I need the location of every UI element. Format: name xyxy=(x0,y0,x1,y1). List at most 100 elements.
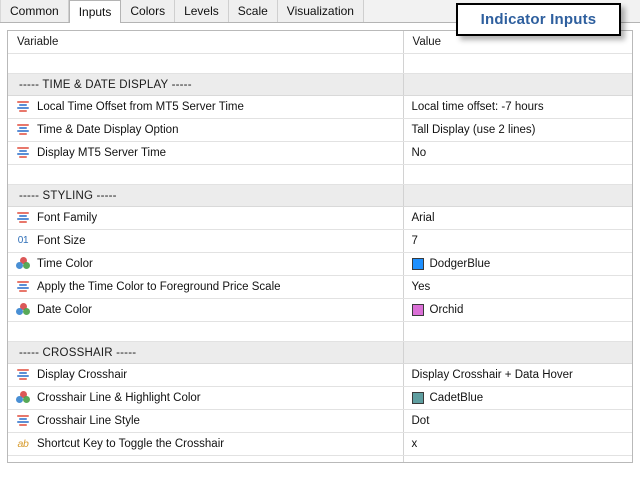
spacer-cell-variable xyxy=(8,321,404,342)
value-text: 7 xyxy=(411,235,418,247)
cell-variable[interactable]: Date Color xyxy=(8,298,404,322)
table-row[interactable]: 01 Font Size 7 xyxy=(8,229,632,253)
variable-label: Time Color xyxy=(37,258,93,270)
callout-indicator-inputs: Indicator Inputs xyxy=(456,3,621,36)
variable-label: Time & Date Display Option xyxy=(37,124,179,136)
table-row[interactable]: Date Color Orchid xyxy=(8,298,632,322)
table-row[interactable]: Crosshair Line & Highlight Color CadetBlu… xyxy=(8,386,632,410)
variable-label: Crosshair Line & Highlight Color xyxy=(37,392,201,404)
spacer-cell-variable xyxy=(8,164,404,185)
enum-icon xyxy=(16,280,30,294)
tab-inputs[interactable]: Inputs xyxy=(68,0,122,23)
column-header-value[interactable]: Value xyxy=(403,31,632,54)
section-header-cell: ----- TIME & DATE DISPLAY ----- xyxy=(8,73,404,96)
cell-value[interactable]: Dot xyxy=(403,409,633,433)
table-row[interactable]: ab Shortcut Key to Toggle the Crosshair x xyxy=(8,432,633,456)
table-header: Variable Value xyxy=(8,31,632,54)
color-icon xyxy=(16,257,30,271)
cell-variable[interactable]: Crosshair Line Style xyxy=(8,409,404,433)
table-row-spacer xyxy=(8,455,632,462)
cell-value[interactable]: Tall Display (use 2 lines) xyxy=(403,118,632,142)
value-text: Tall Display (use 2 lines) xyxy=(411,124,536,136)
table-row[interactable]: Apply the Time Color to Foreground Price… xyxy=(8,275,633,299)
cell-value[interactable]: No xyxy=(403,141,633,165)
section-header-label: ----- TIME & DATE DISPLAY ----- xyxy=(19,78,192,91)
value-cell-content: DodgerBlue xyxy=(404,253,633,275)
cell-variable[interactable]: Crosshair Line & Highlight Color xyxy=(8,386,404,410)
table-row[interactable]: Display MT5 Server Time No xyxy=(8,141,633,165)
variable-cell-content: ab Shortcut Key to Toggle the Crosshair xyxy=(8,433,402,455)
value-cell-content: Dot xyxy=(404,410,633,432)
value-text: Yes xyxy=(411,281,431,293)
table-row-spacer xyxy=(8,53,632,74)
cell-variable[interactable]: Display Crosshair xyxy=(8,363,404,387)
cell-value[interactable]: Display Crosshair + Data Hover xyxy=(403,363,632,387)
cell-value[interactable]: Orchid xyxy=(403,298,632,322)
tab-common[interactable]: Common xyxy=(0,0,69,22)
spacer-cell-value xyxy=(403,164,632,185)
section-header-cell: ----- STYLING ----- xyxy=(8,184,404,207)
cell-variable[interactable]: Font Family xyxy=(8,206,404,230)
enum-icon xyxy=(16,146,30,160)
value-cell-content: No xyxy=(404,142,633,164)
tab-colors[interactable]: Colors xyxy=(121,0,176,22)
cell-value[interactable]: CadetBlue xyxy=(403,386,632,410)
enum-icon xyxy=(16,368,30,382)
table-row[interactable]: Time Color DodgerBlue xyxy=(8,252,633,276)
cell-value[interactable]: 7 xyxy=(403,229,632,253)
spacer-cell-variable xyxy=(8,53,404,74)
table-row[interactable]: Font Family Arial xyxy=(8,206,632,230)
cell-variable[interactable]: ab Shortcut Key to Toggle the Crosshair xyxy=(8,432,404,456)
variable-label: Local Time Offset from MT5 Server Time xyxy=(37,101,244,113)
variable-label: Display MT5 Server Time xyxy=(37,147,167,159)
tab-levels[interactable]: Levels xyxy=(175,0,229,22)
column-header-variable-label: Variable xyxy=(17,36,59,48)
cell-value[interactable]: Local time offset: -7 hours xyxy=(403,95,632,119)
variable-label: Date Color xyxy=(37,304,92,316)
section-header-value-cell xyxy=(403,73,632,96)
cell-value[interactable]: Arial xyxy=(403,206,632,230)
section-header-label: ----- CROSSHAIR ----- xyxy=(19,346,137,359)
cell-value[interactable]: Yes xyxy=(403,275,633,299)
variable-label: Apply the Time Color to Foreground Price… xyxy=(37,281,281,293)
value-text: No xyxy=(411,147,427,159)
column-header-variable[interactable]: Variable xyxy=(8,31,404,54)
value-text: CadetBlue xyxy=(429,392,484,404)
table-body: ----- TIME & DATE DISPLAY ----- Local Tim… xyxy=(8,53,633,462)
variable-cell-content: Time Color xyxy=(8,253,402,275)
table-row[interactable]: Display Crosshair Display Crosshair + Dat… xyxy=(8,363,632,387)
variable-label: Display Crosshair xyxy=(37,369,128,381)
cell-variable[interactable]: Time & Date Display Option xyxy=(8,118,404,142)
cell-value[interactable]: x xyxy=(403,432,633,456)
variable-label: Shortcut Key to Toggle the Crosshair xyxy=(37,438,225,450)
cell-variable[interactable]: 01 Font Size xyxy=(8,229,404,253)
spacer-cell-value xyxy=(403,321,632,342)
cell-value[interactable]: DodgerBlue xyxy=(403,252,633,276)
color-swatch xyxy=(411,392,424,404)
inputs-grid-panel[interactable]: Variable Value ----- TIME & DATE DISPLAY… xyxy=(7,30,633,463)
cell-variable[interactable]: Display MT5 Server Time xyxy=(8,141,404,165)
tab-scale[interactable]: Scale xyxy=(228,0,278,22)
table-row[interactable]: Local Time Offset from MT5 Server Time Lo… xyxy=(8,95,632,119)
color-swatch xyxy=(411,258,424,270)
variable-cell-content: Crosshair Line Style xyxy=(8,410,402,432)
table-row-spacer xyxy=(8,164,632,185)
tab-visualization[interactable]: Visualization xyxy=(277,0,364,22)
cell-variable[interactable]: Local Time Offset from MT5 Server Time xyxy=(8,95,404,119)
value-text: DodgerBlue xyxy=(429,258,491,270)
value-cell-content: x xyxy=(404,433,633,455)
variable-label: Font Size xyxy=(37,235,86,247)
value-text: Display Crosshair + Data Hover xyxy=(411,369,573,381)
enum-icon xyxy=(16,414,30,428)
table-row[interactable]: Crosshair Line Style Dot xyxy=(8,409,633,433)
cell-variable[interactable]: Time Color xyxy=(8,252,404,276)
table-row-section-header: ----- TIME & DATE DISPLAY ----- xyxy=(8,73,632,96)
table-row[interactable]: Time & Date Display Option Tall Display (… xyxy=(8,118,632,142)
value-text: Local time offset: -7 hours xyxy=(411,101,544,113)
color-icon xyxy=(16,391,30,405)
value-cell-content: Yes xyxy=(404,276,633,298)
enum-icon xyxy=(16,100,30,114)
section-header-cell: ----- CROSSHAIR ----- xyxy=(8,341,404,364)
cell-variable[interactable]: Apply the Time Color to Foreground Price… xyxy=(8,275,404,299)
inputs-table: Variable Value ----- TIME & DATE DISPLAY… xyxy=(8,31,633,462)
